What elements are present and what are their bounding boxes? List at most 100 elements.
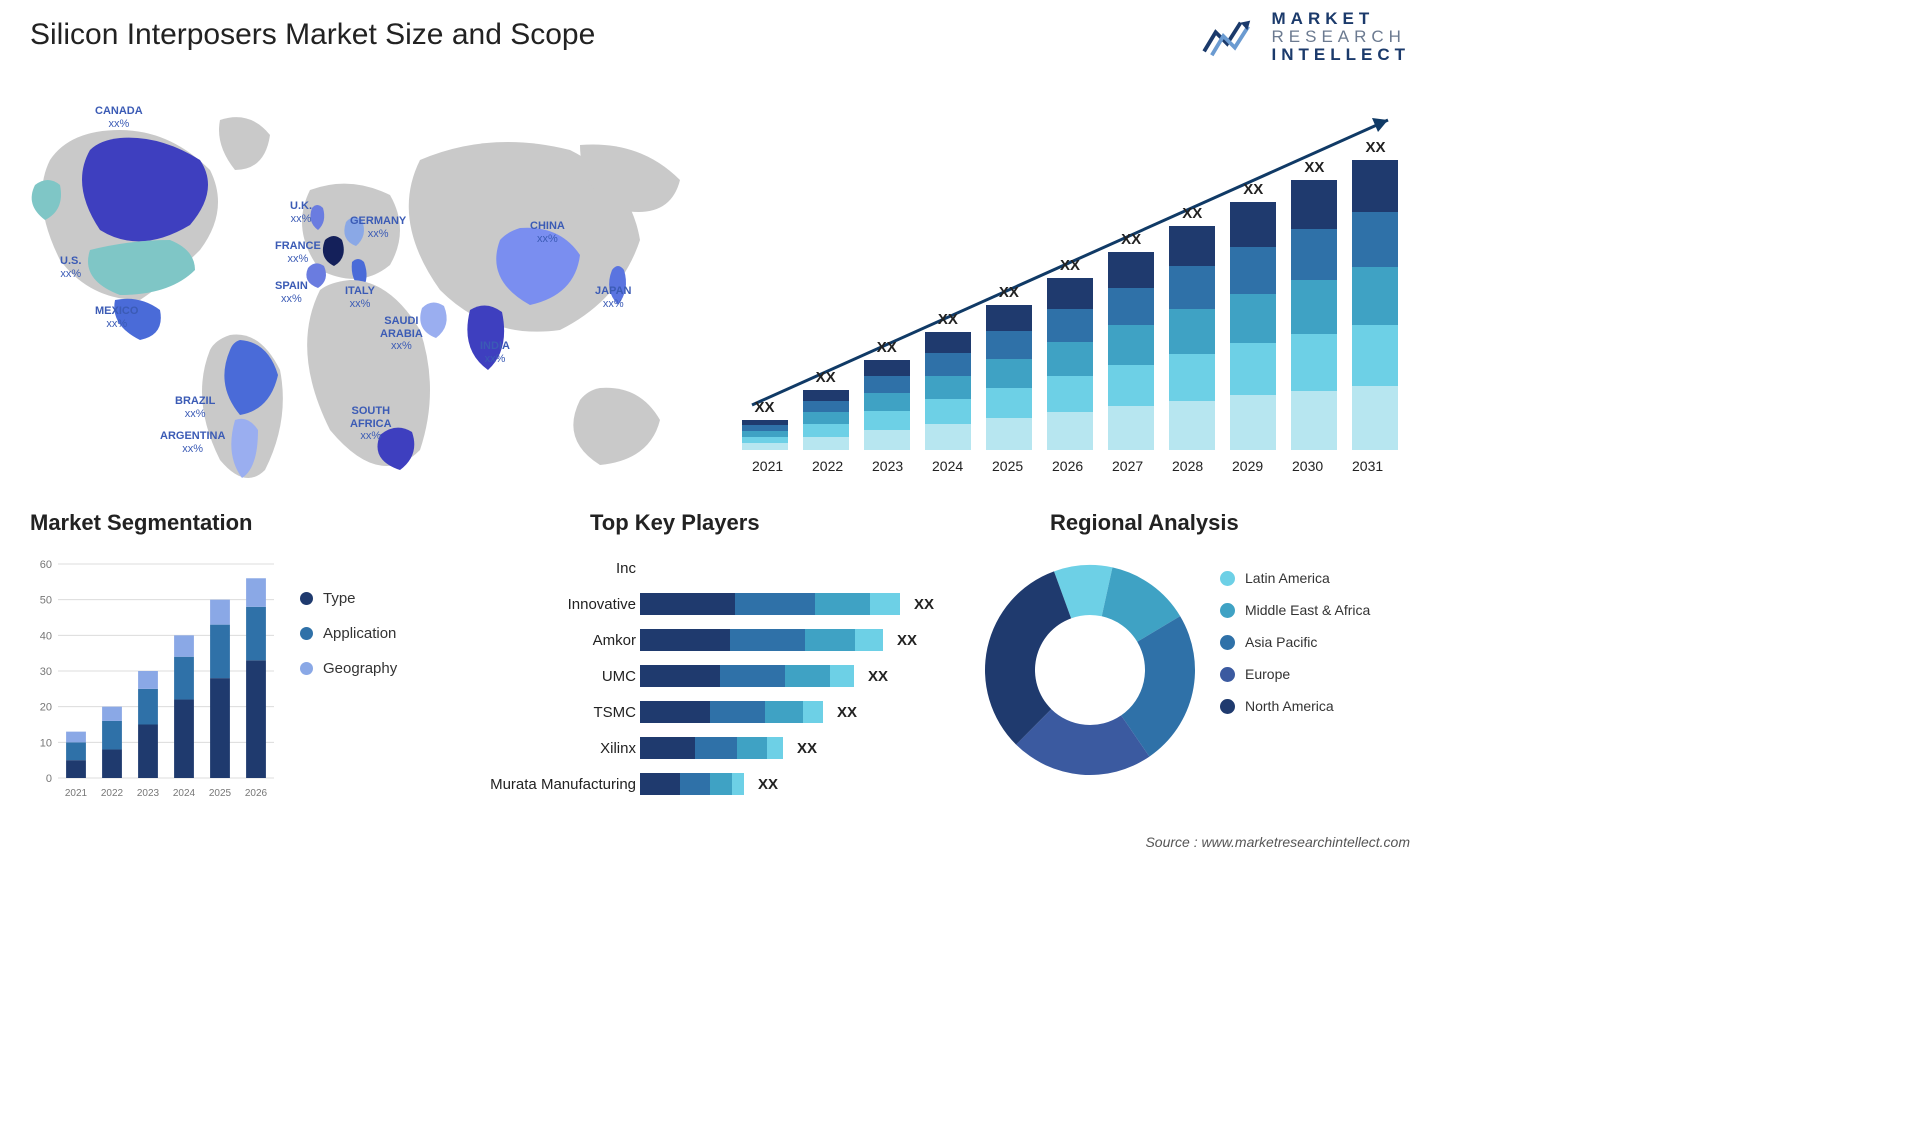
map-label-china: CHINAxx%	[530, 220, 565, 245]
main-bar-seg	[1352, 325, 1398, 386]
map-label-mexico: MEXICOxx%	[95, 305, 138, 330]
tkp-name: Xilinx	[480, 740, 640, 757]
tkp-bar	[640, 593, 900, 615]
legend-dot	[1220, 667, 1235, 682]
main-bar-year-2029: 2029	[1232, 458, 1263, 474]
tkp-title: Top Key Players	[590, 510, 960, 536]
main-bar-2030: XX	[1290, 159, 1339, 450]
map-label-saudi-arabia: SAUDIARABIAxx%	[380, 315, 423, 353]
tkp-value: XX	[914, 596, 934, 613]
logo-line3: INTELLECT	[1272, 46, 1411, 64]
tkp-value: XX	[868, 668, 888, 685]
tkp-row-tsmc: TSMCXX	[480, 698, 960, 726]
tkp-seg	[640, 773, 680, 795]
seg-legend-application: Application	[300, 625, 397, 642]
main-bar-seg	[1291, 334, 1337, 391]
main-bar-year-2027: 2027	[1112, 458, 1143, 474]
legend-label: Asia Pacific	[1245, 634, 1317, 650]
tkp-row-innovative: InnovativeXX	[480, 590, 960, 618]
main-bar-seg	[1291, 391, 1337, 450]
main-bar-seg	[1108, 365, 1154, 407]
tkp-row-xilinx: XilinxXX	[480, 734, 960, 762]
tkp-seg	[805, 629, 855, 651]
map-label-france: FRANCExx%	[275, 240, 321, 265]
tkp-seg	[765, 701, 803, 723]
main-bar-seg	[864, 376, 910, 393]
main-bar-2029: XX	[1229, 181, 1278, 450]
main-bar-seg	[864, 411, 910, 430]
main-bar-year-2026: 2026	[1052, 458, 1083, 474]
main-bar-seg	[803, 390, 849, 401]
tkp-seg	[640, 737, 695, 759]
main-bar-seg	[1047, 309, 1093, 342]
main-bar-value-label: XX	[877, 339, 897, 356]
main-bar-seg	[803, 437, 849, 450]
main-bar-seg	[925, 353, 971, 375]
main-bar-value-label: XX	[999, 284, 1019, 301]
main-bar-2023: XX	[862, 339, 911, 450]
main-bar-2027: XX	[1107, 231, 1156, 450]
tkp-seg	[710, 701, 765, 723]
svg-text:30: 30	[40, 666, 52, 678]
regional-title: Regional Analysis	[1050, 510, 1410, 536]
legend-dot	[1220, 635, 1235, 650]
main-bar-seg	[1047, 376, 1093, 412]
main-bar-value-label: XX	[755, 399, 775, 416]
legend-dot	[1220, 571, 1235, 586]
main-bar-seg	[986, 305, 1032, 331]
map-label-india: INDIAxx%	[480, 340, 510, 365]
main-bar-seg	[1352, 160, 1398, 212]
main-bar-seg	[864, 430, 910, 450]
main-bar-seg	[1352, 386, 1398, 450]
main-bar-seg	[1047, 412, 1093, 450]
main-bar-2031: XX	[1351, 139, 1400, 450]
source-label: Source : www.marketresearchintellect.com	[1145, 834, 1410, 850]
svg-text:2023: 2023	[137, 788, 160, 799]
reg-legend-europe: Europe	[1220, 666, 1370, 682]
main-bar-value-label: XX	[816, 369, 836, 386]
tkp-value: XX	[758, 776, 778, 793]
main-bar-value-label: XX	[1060, 257, 1080, 274]
tkp-name: UMC	[480, 668, 640, 685]
tkp-seg	[680, 773, 710, 795]
tkp-seg	[720, 665, 785, 687]
tkp-bar	[640, 629, 883, 651]
tkp-row-amkor: AmkorXX	[480, 626, 960, 654]
map-label-canada: CANADAxx%	[95, 105, 143, 130]
main-bar-seg	[1047, 342, 1093, 376]
legend-label: Latin America	[1245, 570, 1330, 586]
segmentation-legend: TypeApplicationGeography	[300, 590, 397, 677]
segmentation-chart: 0102030405060202120222023202420252026	[30, 554, 280, 804]
main-bar-value-label: XX	[1182, 205, 1202, 222]
main-bar-seg	[864, 360, 910, 376]
legend-dot	[1220, 603, 1235, 618]
main-bar-seg	[1291, 229, 1337, 280]
tkp-bar	[640, 737, 783, 759]
main-bar-value-label: XX	[1365, 139, 1385, 156]
reg-legend-middle-east-africa: Middle East & Africa	[1220, 602, 1370, 618]
main-bar-seg	[925, 399, 971, 424]
legend-dot	[300, 662, 313, 675]
tkp-seg	[737, 737, 767, 759]
svg-text:2021: 2021	[65, 788, 88, 799]
svg-text:2025: 2025	[209, 788, 232, 799]
main-bar-seg	[925, 332, 971, 353]
reg-legend-north-america: North America	[1220, 698, 1370, 714]
main-bar-seg	[803, 401, 849, 412]
main-bar-seg	[1169, 354, 1215, 401]
main-bar-seg	[1108, 288, 1154, 326]
legend-dot	[300, 592, 313, 605]
tkp-seg	[735, 593, 815, 615]
svg-text:10: 10	[40, 737, 52, 749]
top-key-players-panel: Top Key Players IncInnovativeXXAmkorXXUM…	[480, 510, 960, 820]
main-bar-seg	[1169, 266, 1215, 309]
tkp-seg	[640, 593, 735, 615]
svg-text:60: 60	[40, 559, 52, 571]
main-bar-seg	[986, 359, 1032, 388]
main-bar-seg	[864, 393, 910, 411]
svg-text:2022: 2022	[101, 788, 124, 799]
tkp-seg	[855, 629, 883, 651]
tkp-seg	[695, 737, 737, 759]
regional-panel: Regional Analysis Latin America Middle Ea…	[980, 510, 1410, 820]
logo-line1: MARKET	[1272, 10, 1411, 28]
